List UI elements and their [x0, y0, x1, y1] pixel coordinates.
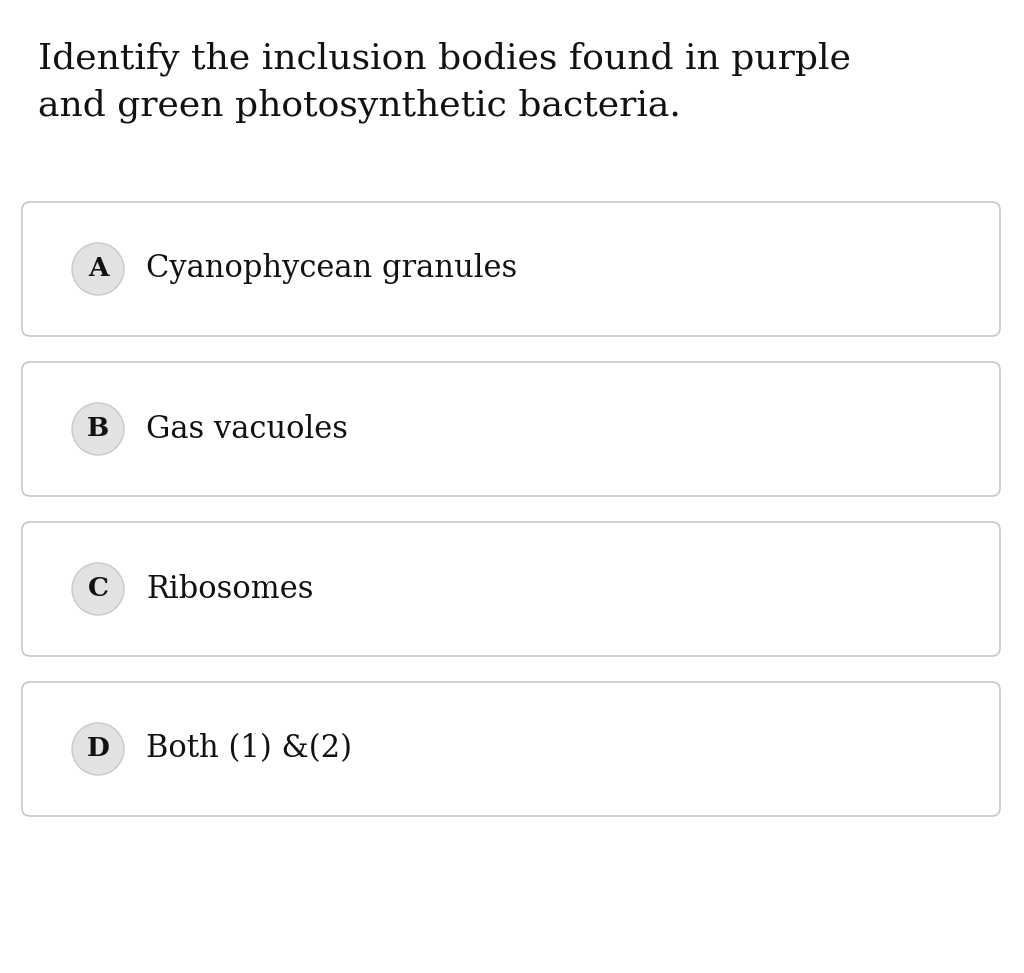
FancyBboxPatch shape — [22, 522, 1000, 656]
Text: D: D — [87, 737, 110, 762]
Text: A: A — [88, 257, 109, 281]
Text: C: C — [87, 576, 109, 601]
FancyBboxPatch shape — [22, 682, 1000, 816]
Circle shape — [72, 563, 124, 615]
Text: Gas vacuoles: Gas vacuoles — [146, 414, 348, 445]
Circle shape — [72, 403, 124, 455]
Text: Identify the inclusion bodies found in purple
and green photosynthetic bacteria.: Identify the inclusion bodies found in p… — [38, 42, 851, 124]
FancyBboxPatch shape — [22, 202, 1000, 336]
Text: Cyanophycean granules: Cyanophycean granules — [146, 254, 517, 284]
Text: Both (1) &(2): Both (1) &(2) — [146, 734, 352, 765]
Circle shape — [72, 243, 124, 295]
Text: B: B — [87, 416, 110, 442]
Circle shape — [72, 723, 124, 775]
FancyBboxPatch shape — [22, 362, 1000, 496]
Text: Ribosomes: Ribosomes — [146, 573, 313, 604]
